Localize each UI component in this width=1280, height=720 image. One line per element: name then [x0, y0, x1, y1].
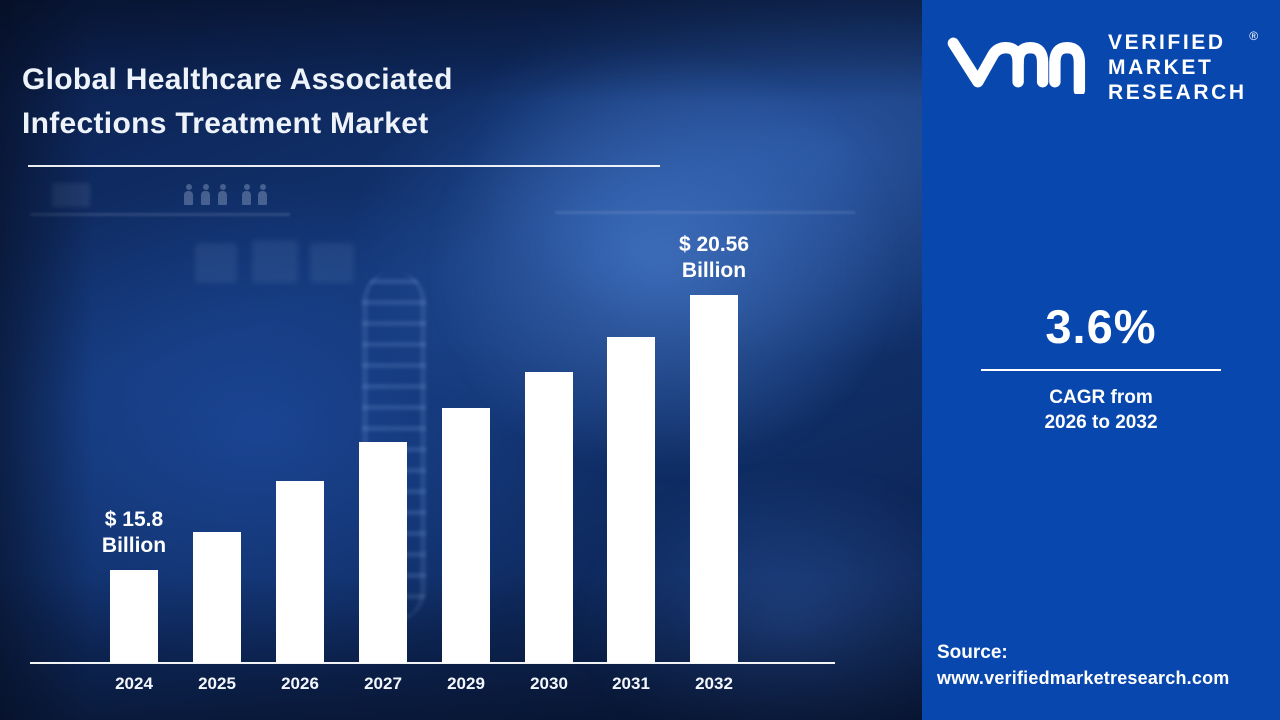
bar-2026 — [276, 481, 324, 663]
first-bar-value-line1: $ 15.8 — [104, 508, 164, 531]
chart-panel: Global Healthcare Associated Infections … — [0, 0, 922, 720]
bar-2024 — [110, 570, 158, 663]
x-tick-2027: 2027 — [364, 674, 402, 693]
x-tick-2032: 2032 — [695, 674, 733, 693]
person-icon — [258, 184, 267, 206]
cagr-value: 3.6% — [1045, 300, 1157, 353]
title-underline-divider — [28, 165, 660, 167]
background-monitor-blur — [52, 183, 90, 207]
cagr-divider — [981, 369, 1221, 371]
person-icon — [184, 184, 193, 206]
vmr-logo: ® VERIFIED MARKET RESEARCH — [944, 24, 1258, 105]
cagr-block: 3.6% CAGR from 2026 to 2032 — [922, 299, 1280, 435]
brand-name-line1: VERIFIED — [1108, 31, 1226, 54]
last-bar-value-label: $ 20.56 Billion — [644, 232, 784, 284]
x-axis-line — [30, 662, 835, 664]
x-tick-2031: 2031 — [612, 674, 650, 693]
page-title-line1: Global Healthcare Associated — [22, 63, 453, 96]
vmr-monogram-icon — [947, 37, 1086, 94]
bar-2029 — [442, 408, 490, 663]
people-icons-decoration — [184, 184, 294, 208]
registered-trademark: ® — [1249, 29, 1261, 43]
person-icon — [242, 184, 251, 206]
bar-2032 — [690, 295, 738, 663]
source-label: Source: — [937, 642, 1008, 663]
cagr-caption: CAGR from 2026 to 2032 — [922, 385, 1280, 435]
bar-2030 — [525, 372, 573, 663]
background-shelf-line — [30, 213, 290, 216]
last-bar-value-line1: $ 20.56 — [678, 233, 750, 256]
brand-name: ® VERIFIED MARKET RESEARCH — [1108, 29, 1258, 105]
bar-2027 — [359, 442, 407, 663]
x-tick-2025: 2025 — [198, 674, 236, 693]
first-bar-value-label: $ 15.8 Billion — [64, 507, 204, 559]
bar-2031 — [607, 337, 655, 663]
brand-name-line2: MARKET — [1108, 56, 1214, 79]
page-title: Global Healthcare Associated Infections … — [22, 58, 662, 146]
person-icon — [218, 184, 227, 206]
cagr-caption-line2: 2026 to 2032 — [1044, 412, 1158, 433]
bar-2025 — [193, 532, 241, 663]
page-title-line2: Infections Treatment Market — [22, 107, 429, 140]
x-tick-2030: 2030 — [530, 674, 568, 693]
bar-plot: $ 15.8 Billion $ 20.56 Billion 2024 2025 2… — [30, 230, 835, 693]
brand-panel: ® VERIFIED MARKET RESEARCH 3.6% CAGR fro… — [922, 0, 1280, 720]
brand-name-line3: RESEARCH — [1108, 81, 1247, 104]
x-tick-2024: 2024 — [115, 674, 153, 693]
person-icon — [201, 184, 210, 206]
source-url[interactable]: www.verifiedmarketresearch.com — [937, 668, 1230, 688]
source-block: Source: www.verifiedmarketresearch.com — [937, 640, 1229, 690]
x-tick-2029: 2029 — [447, 674, 485, 693]
x-tick-2026: 2026 — [281, 674, 319, 693]
cagr-caption-line1: CAGR from — [1049, 387, 1153, 408]
first-bar-value-line2: Billion — [101, 534, 167, 557]
last-bar-value-line2: Billion — [681, 259, 747, 282]
background-shelf-line — [555, 211, 855, 214]
